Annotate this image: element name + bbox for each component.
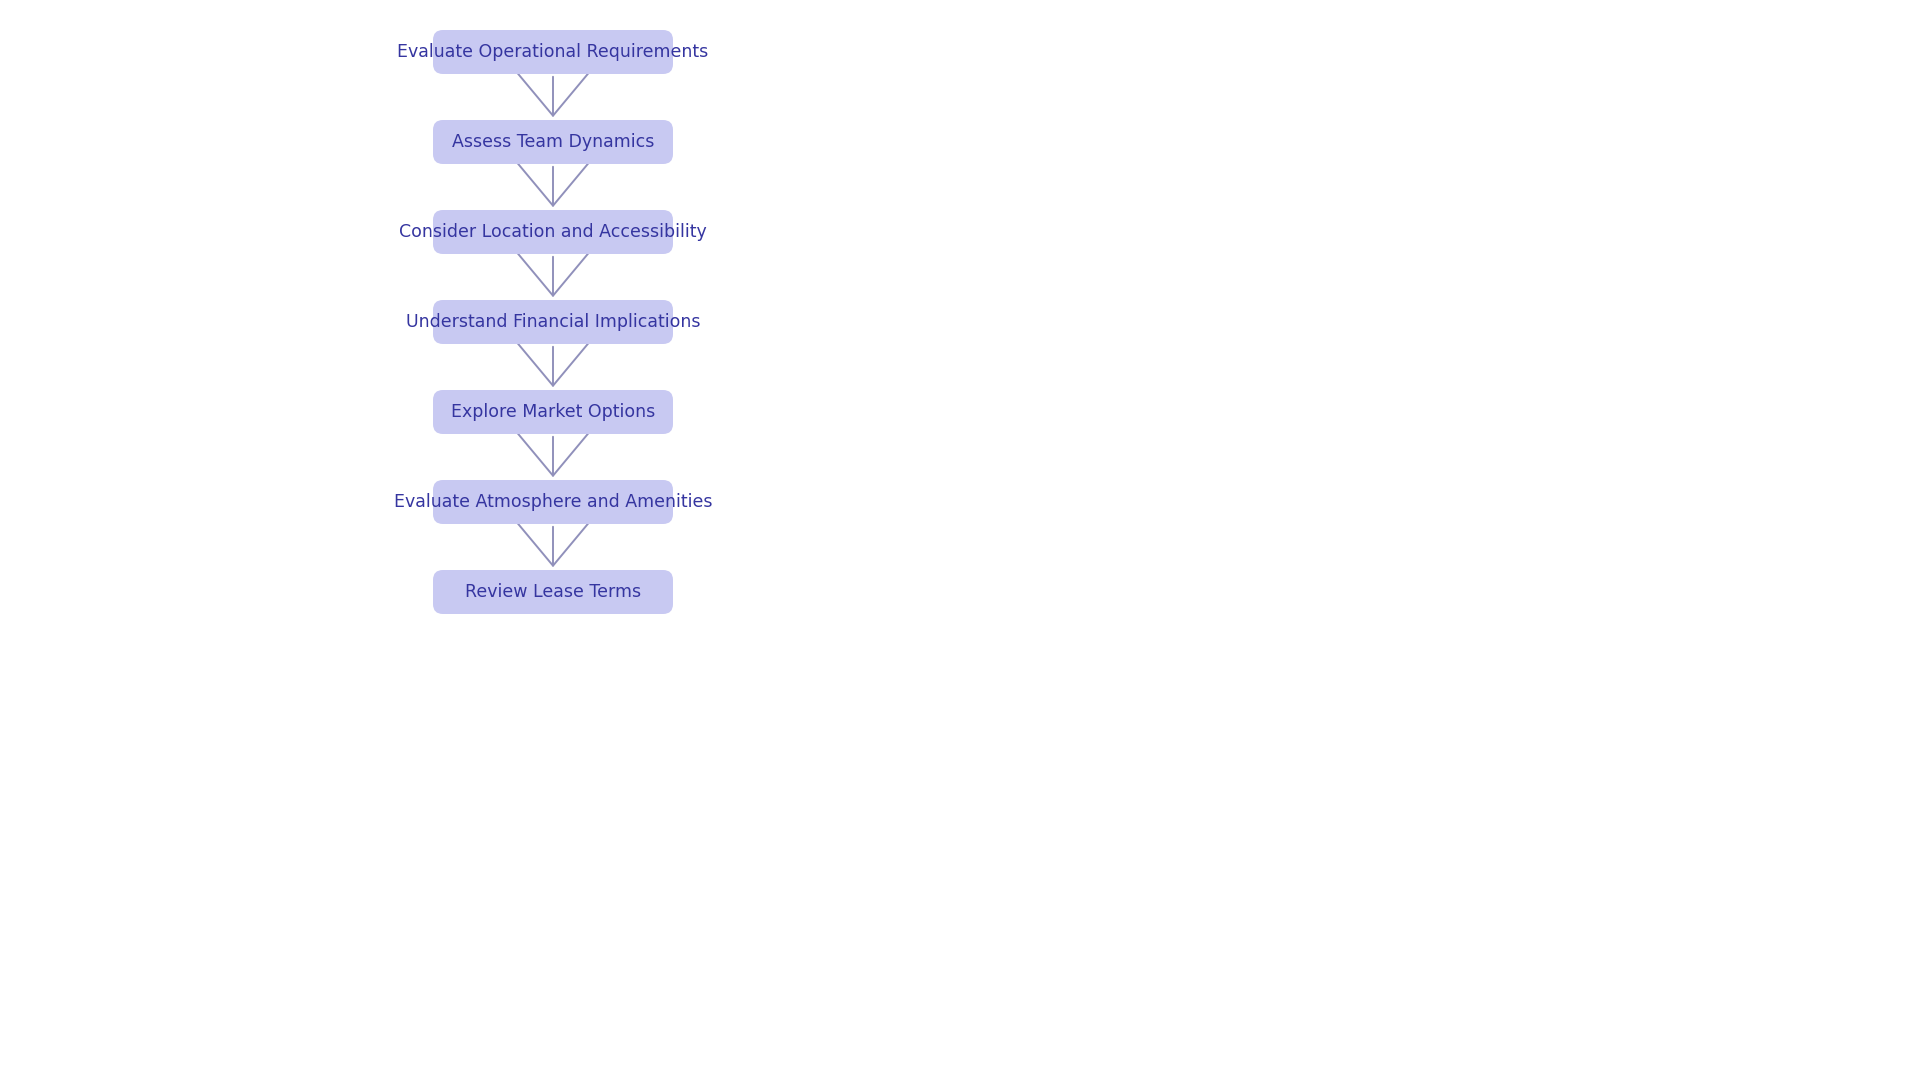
FancyBboxPatch shape: [434, 480, 674, 524]
Text: Assess Team Dynamics: Assess Team Dynamics: [451, 133, 655, 151]
FancyBboxPatch shape: [434, 210, 674, 255]
FancyBboxPatch shape: [434, 30, 674, 74]
Text: Consider Location and Accessibility: Consider Location and Accessibility: [399, 223, 707, 242]
FancyBboxPatch shape: [434, 570, 674, 614]
Text: Understand Financial Implications: Understand Financial Implications: [405, 313, 701, 331]
Text: Explore Market Options: Explore Market Options: [451, 403, 655, 421]
FancyBboxPatch shape: [434, 300, 674, 344]
Text: Evaluate Operational Requirements: Evaluate Operational Requirements: [397, 43, 708, 61]
Text: Evaluate Atmosphere and Amenities: Evaluate Atmosphere and Amenities: [394, 493, 712, 511]
FancyBboxPatch shape: [434, 120, 674, 164]
FancyBboxPatch shape: [434, 390, 674, 434]
Text: Review Lease Terms: Review Lease Terms: [465, 583, 641, 601]
